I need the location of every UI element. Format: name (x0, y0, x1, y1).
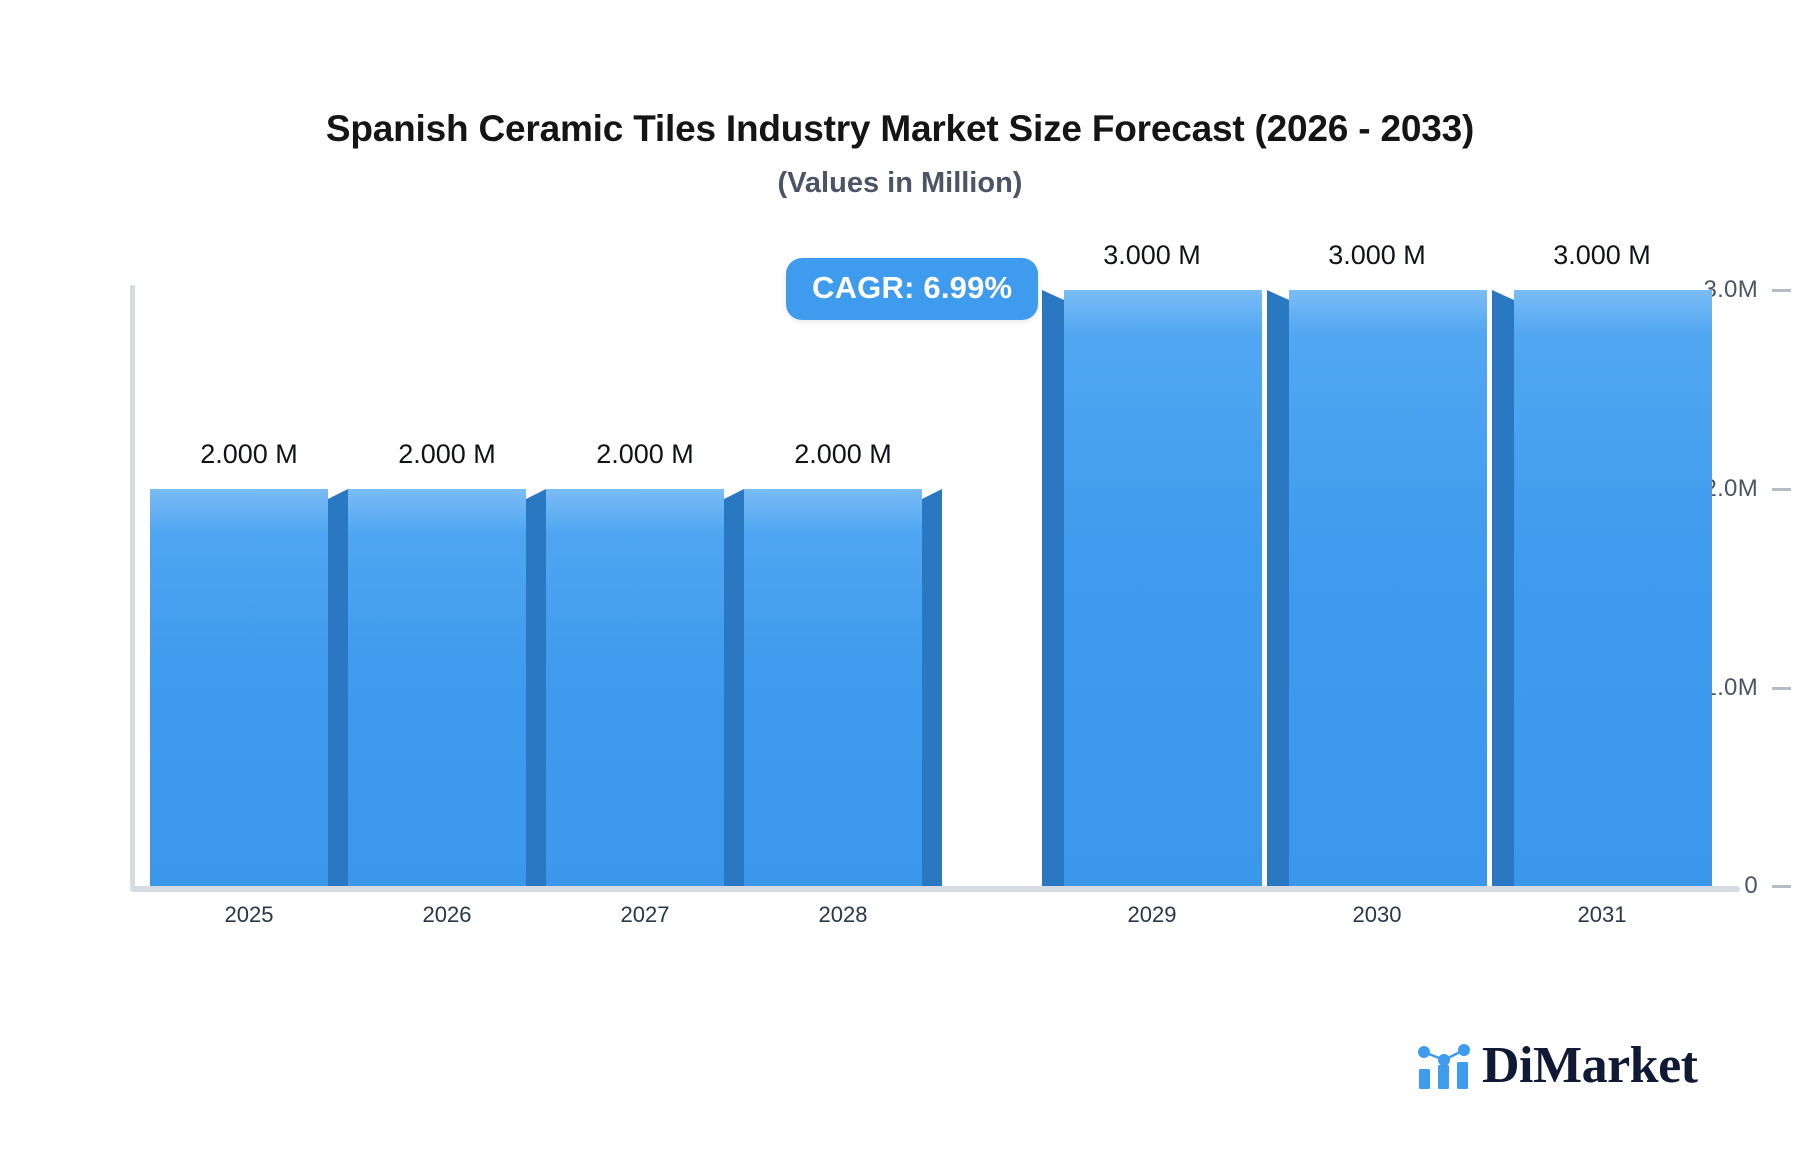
cagr-badge: CAGR: 6.99% (786, 258, 1039, 320)
bar-2028[interactable] (744, 489, 942, 886)
y-axis-tick-1: 1.0M (1670, 674, 1800, 701)
y-axis-tick-label-0: 0 (1744, 872, 1758, 899)
y-axis-tick-3: 3.0M (1670, 276, 1800, 303)
bar-sheen (150, 489, 328, 533)
x-axis-label-2029: 2029 (1127, 902, 1177, 927)
y-axis-tick-dash (1772, 288, 1791, 292)
x-axis-label-2031: 2031 (1577, 902, 1627, 927)
bar-value-label-2030: 3.000 M (1328, 240, 1426, 270)
bar-front-face (348, 489, 526, 886)
y-axis-line (130, 285, 135, 887)
bar-front-face (150, 489, 328, 886)
bar-depth-panel (526, 489, 546, 886)
bar-sheen (1514, 290, 1712, 334)
x-axis-label-2030: 2030 (1352, 902, 1402, 927)
bar-depth-panel (922, 489, 942, 886)
x-axis-label-2026: 2026 (422, 902, 472, 927)
bar-depth-panel (1492, 290, 1514, 886)
bar-sheen (744, 489, 922, 533)
bar-sheen (348, 489, 526, 533)
bar-sheen (1289, 290, 1487, 334)
bar-value-label-2026: 2.000 M (398, 439, 496, 469)
dimarket-logo: DiMarket (1416, 1037, 1698, 1094)
bar-depth-panel (1267, 290, 1289, 886)
y-axis-tick-dash (1772, 884, 1791, 888)
bar-value-label-2025: 2.000 M (200, 439, 298, 469)
bar-2030[interactable] (1267, 290, 1487, 886)
bar-front-face (1514, 290, 1712, 886)
x-axis-label-2025: 2025 (224, 902, 274, 927)
bar-value-label-2031: 3.000 M (1553, 240, 1651, 270)
y-axis-tick-label-2: 2.0M (1703, 475, 1758, 502)
chart-bars-icon (1418, 1044, 1470, 1089)
bar-2025[interactable] (150, 489, 348, 886)
bar-value-label-2027: 2.000 M (596, 439, 694, 469)
y-axis-tick-2: 2.0M (1670, 475, 1800, 502)
bar-sheen (1064, 290, 1262, 334)
bar-depth-panel (328, 489, 348, 886)
y-axis-tick-0: 0 (1670, 872, 1800, 899)
bar-2027[interactable] (546, 489, 744, 886)
bar-depth-panel (1042, 290, 1064, 886)
bar-value-label-2028: 2.000 M (794, 439, 892, 469)
bar-2026[interactable] (348, 489, 546, 886)
bar-front-face (744, 489, 922, 886)
logo-wordmark: DiMarket (1482, 1037, 1698, 1094)
x-axis-label-2028: 2028 (818, 902, 868, 927)
bar-front-face (1064, 290, 1262, 886)
bar-front-face (546, 489, 724, 886)
x-axis-line (130, 886, 1740, 892)
y-axis-tick-dash (1772, 686, 1791, 690)
bar-value-label-2029: 3.000 M (1103, 240, 1201, 270)
bar-2031[interactable] (1492, 290, 1712, 886)
bar-front-face (1289, 290, 1487, 886)
y-axis-tick-dash (1772, 487, 1791, 491)
bar-2029[interactable] (1042, 290, 1262, 886)
y-axis-tick-label-3: 3.0M (1703, 276, 1758, 303)
bar-depth-panel (724, 489, 744, 886)
y-axis-tick-label-1: 1.0M (1703, 674, 1758, 701)
x-axis-label-2027: 2027 (620, 902, 670, 927)
bar-sheen (546, 489, 724, 533)
